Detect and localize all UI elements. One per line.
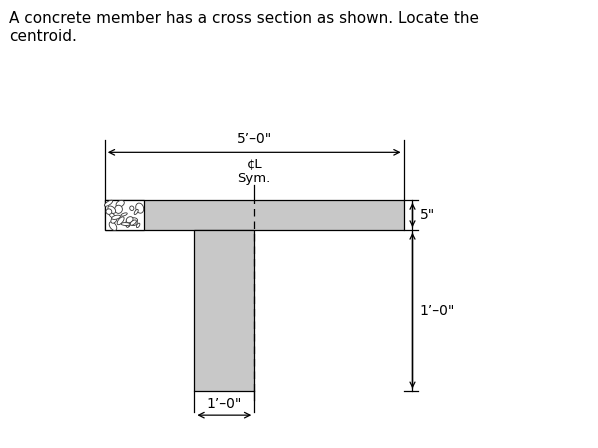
Text: 1’–0": 1’–0" (207, 397, 242, 411)
Ellipse shape (130, 220, 138, 225)
Ellipse shape (121, 223, 130, 225)
Bar (105, 200, 144, 230)
Text: ¢L: ¢L (246, 157, 262, 170)
Ellipse shape (115, 205, 123, 213)
Ellipse shape (136, 223, 140, 228)
Ellipse shape (105, 200, 112, 206)
Text: 5’–0": 5’–0" (237, 132, 272, 146)
Ellipse shape (116, 200, 124, 207)
Ellipse shape (121, 213, 127, 216)
Bar (194, 230, 254, 391)
Ellipse shape (131, 218, 138, 222)
Ellipse shape (111, 217, 117, 223)
Ellipse shape (134, 209, 138, 215)
Text: Sym.: Sym. (237, 172, 271, 185)
Text: 5": 5" (420, 208, 435, 222)
Ellipse shape (130, 220, 136, 225)
Ellipse shape (108, 206, 115, 213)
Text: A concrete member has a cross section as shown. Locate the
centroid.: A concrete member has a cross section as… (9, 11, 479, 43)
Ellipse shape (109, 212, 115, 218)
Ellipse shape (130, 206, 134, 211)
Ellipse shape (126, 217, 133, 223)
Bar (105, 200, 404, 230)
Text: 1’–0": 1’–0" (420, 304, 455, 318)
Ellipse shape (126, 219, 130, 227)
Ellipse shape (106, 209, 112, 214)
Ellipse shape (136, 203, 144, 213)
Ellipse shape (109, 222, 117, 230)
Ellipse shape (126, 221, 130, 227)
Ellipse shape (112, 215, 120, 220)
Ellipse shape (117, 217, 124, 225)
